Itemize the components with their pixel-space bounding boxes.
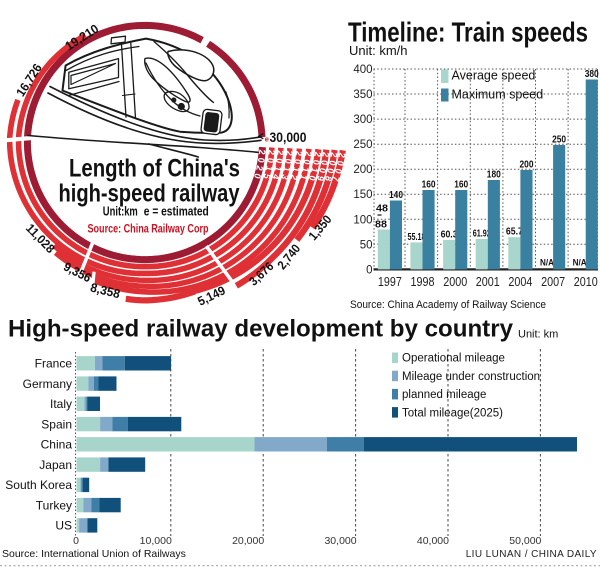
- svg-text:Italy: Italy: [50, 397, 72, 411]
- svg-text:N/A: N/A: [540, 257, 554, 268]
- svg-text:160: 160: [454, 179, 468, 191]
- svg-text:50: 50: [360, 239, 373, 251]
- svg-text:100: 100: [353, 214, 372, 226]
- svg-text:Unit:km: Unit:km: [103, 204, 138, 219]
- svg-text:0: 0: [366, 264, 372, 276]
- svg-text:65.7: 65.7: [506, 226, 523, 238]
- svg-text:N/A: N/A: [573, 257, 587, 268]
- svg-text:China: China: [41, 438, 73, 452]
- svg-text:Total mileage(2025): Total mileage(2025): [402, 407, 503, 419]
- svg-text:150: 150: [353, 189, 372, 201]
- svg-text:2000: 2000: [443, 274, 467, 289]
- svg-text:200: 200: [520, 159, 534, 171]
- svg-text:Turkey: Turkey: [36, 498, 72, 512]
- svg-text:Source: China Academy of Railw: Source: China Academy of Railway Science: [350, 299, 546, 311]
- svg-text:Timeline: Train speeds: Timeline: Train speeds: [348, 17, 588, 48]
- svg-text:Length of China's: Length of China's: [69, 155, 240, 183]
- svg-text:Mileage under construction: Mileage under construction: [402, 371, 540, 383]
- svg-text:250: 250: [353, 139, 372, 151]
- svg-text:Japan: Japan: [39, 458, 72, 472]
- svg-text:48: 48: [376, 203, 388, 215]
- svg-text:South Korea: South Korea: [5, 478, 72, 492]
- svg-text:Maximum speed: Maximum speed: [452, 88, 544, 102]
- svg-text:2004: 2004: [508, 274, 532, 289]
- svg-text:Unit: km/h: Unit: km/h: [349, 43, 408, 58]
- svg-text:30,000: 30,000: [324, 535, 356, 547]
- svg-text:160: 160: [422, 179, 436, 191]
- svg-text:400: 400: [353, 64, 372, 76]
- svg-text:20,000: 20,000: [232, 535, 264, 547]
- svg-text:Operational mileage: Operational mileage: [402, 353, 505, 365]
- svg-text:350: 350: [353, 89, 372, 101]
- svg-text:250: 250: [552, 134, 566, 146]
- svg-text:LIU LUNAN / CHINA DAILY: LIU LUNAN / CHINA DAILY: [466, 549, 597, 560]
- svg-text:Source: China Railway Corp: Source: China Railway Corp: [88, 222, 209, 236]
- svg-text:2007: 2007: [541, 274, 565, 289]
- svg-text:France: France: [35, 357, 73, 371]
- svg-text:1997: 1997: [378, 274, 402, 289]
- svg-text:30,000: 30,000: [270, 130, 307, 145]
- svg-text:Source: International Union of: Source: International Union of Railways: [2, 548, 186, 560]
- svg-text:1998: 1998: [411, 274, 435, 289]
- svg-text:planned mileage: planned mileage: [402, 389, 486, 401]
- svg-text:0: 0: [73, 535, 79, 547]
- svg-text:Spain: Spain: [41, 417, 72, 431]
- svg-text:180: 180: [487, 169, 501, 181]
- svg-text:55.18: 55.18: [408, 231, 426, 243]
- svg-text:50,000: 50,000: [509, 535, 541, 547]
- svg-text:High-speed railway development: High-speed railway development by countr…: [8, 316, 514, 343]
- svg-text:US: US: [55, 519, 72, 533]
- svg-text:e: e: [265, 135, 269, 144]
- svg-text:88: 88: [375, 219, 387, 231]
- svg-text:300: 300: [353, 114, 372, 126]
- svg-text:10,000: 10,000: [140, 535, 172, 547]
- svg-text:e = estimated: e = estimated: [144, 204, 209, 219]
- svg-text:60.3: 60.3: [441, 228, 458, 240]
- svg-text:200: 200: [353, 164, 372, 176]
- svg-text:2001: 2001: [476, 274, 500, 289]
- svg-text:2010: 2010: [574, 274, 598, 289]
- svg-text:40,000: 40,000: [417, 535, 449, 547]
- svg-text:high-speed railway: high-speed railway: [59, 180, 240, 208]
- svg-text:Average speed: Average speed: [452, 69, 536, 83]
- svg-text:61.92: 61.92: [473, 228, 491, 240]
- svg-text:380: 380: [585, 68, 599, 80]
- svg-text:140: 140: [389, 189, 403, 201]
- svg-text:Unit: km: Unit: km: [518, 329, 558, 341]
- svg-text:Germany: Germany: [23, 377, 72, 391]
